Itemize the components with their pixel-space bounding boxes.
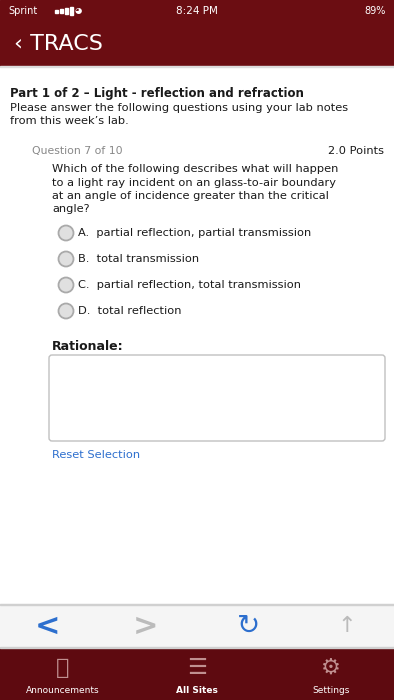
Text: 89%: 89% — [364, 6, 386, 16]
Text: Settings: Settings — [312, 686, 349, 695]
Bar — [70, 7, 73, 15]
Circle shape — [58, 277, 74, 293]
Text: >: > — [133, 612, 158, 640]
Text: All Sites: All Sites — [176, 686, 218, 695]
Text: Announcements: Announcements — [26, 686, 100, 695]
Text: to a light ray incident on an glass-to-air boundary: to a light ray incident on an glass-to-a… — [52, 178, 336, 188]
Text: 8:24 PM: 8:24 PM — [176, 6, 218, 16]
Text: Sprint: Sprint — [8, 6, 37, 16]
Bar — [65, 8, 68, 14]
Text: Please answer the following questions using your lab notes: Please answer the following questions us… — [10, 103, 348, 113]
Text: B.  total transmission: B. total transmission — [78, 254, 200, 264]
Bar — [0, 67, 394, 604]
Bar — [0, 648, 394, 700]
Text: 2.0 Points: 2.0 Points — [328, 146, 384, 156]
Text: ⚙: ⚙ — [321, 658, 341, 678]
Bar — [0, 66, 394, 67]
Text: angle?: angle? — [52, 204, 89, 214]
Text: ◕: ◕ — [75, 6, 82, 15]
FancyBboxPatch shape — [49, 355, 385, 441]
Bar — [0, 604, 394, 648]
Circle shape — [58, 251, 74, 267]
Text: Rationale:: Rationale: — [52, 340, 124, 353]
Bar — [0, 604, 394, 605]
Text: 📣: 📣 — [56, 658, 70, 678]
Text: from this week’s lab.: from this week’s lab. — [10, 116, 129, 126]
Text: ‹ TRACS: ‹ TRACS — [14, 34, 103, 54]
Text: ☰: ☰ — [187, 658, 207, 678]
Bar — [0, 22, 394, 66]
Text: D.  total reflection: D. total reflection — [78, 306, 182, 316]
Text: A.  partial reflection, partial transmission: A. partial reflection, partial transmiss… — [78, 228, 312, 238]
Bar — [60, 8, 63, 13]
Bar — [0, 0, 394, 22]
Text: ↑: ↑ — [337, 616, 356, 636]
Bar — [55, 10, 58, 13]
Bar — [0, 647, 394, 648]
Text: at an angle of incidence greater than the critical: at an angle of incidence greater than th… — [52, 191, 329, 201]
Circle shape — [58, 304, 74, 318]
Text: C.  partial reflection, total transmission: C. partial reflection, total transmissio… — [78, 280, 301, 290]
Text: <: < — [35, 612, 60, 640]
Text: ↻: ↻ — [236, 612, 260, 640]
Text: Part 1 of 2 – Light - reflection and refraction: Part 1 of 2 – Light - reflection and ref… — [10, 87, 304, 100]
Text: Which of the following describes what will happen: Which of the following describes what wi… — [52, 164, 338, 174]
Text: Reset Selection: Reset Selection — [52, 450, 140, 460]
Text: Question 7 of 10: Question 7 of 10 — [32, 146, 123, 156]
Circle shape — [58, 225, 74, 241]
